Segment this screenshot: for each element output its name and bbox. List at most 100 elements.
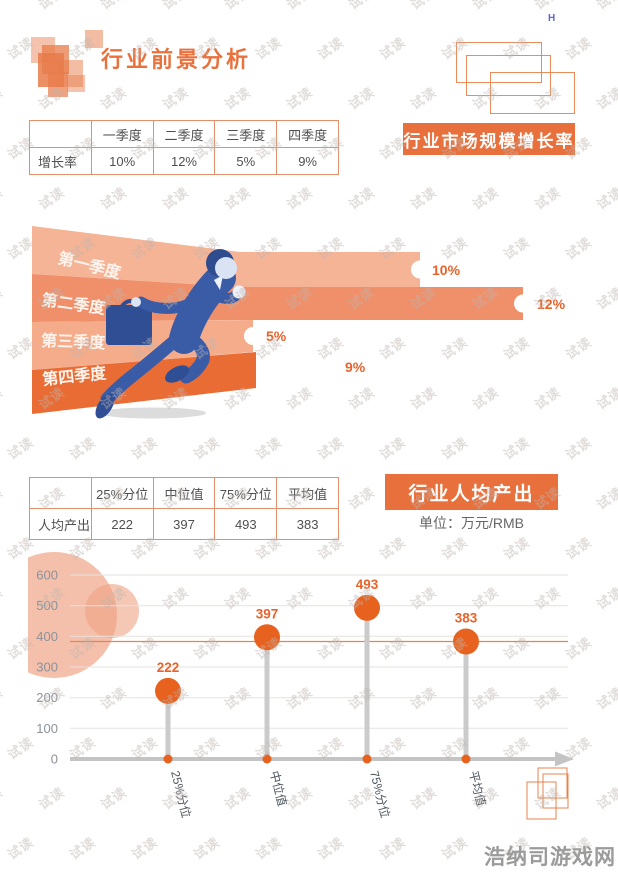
page-title: 行业前景分析 <box>101 47 252 72</box>
axis-dots <box>163 754 471 764</box>
x-axis-category-labels: 25%分位 中位值 75%分位 平均值 <box>168 769 489 819</box>
runner-fist <box>232 285 246 299</box>
watermark-text: 试读 <box>593 84 618 113</box>
deco-rectangle <box>456 42 542 83</box>
runner-front-shoe <box>165 365 189 383</box>
running-businessman-illustration <box>95 249 246 419</box>
funnel-label-q3: 第三季度 <box>41 331 107 352</box>
output-section-banner: 行业人均产出 <box>385 474 558 510</box>
bar-value-label-q1: 10% <box>432 262 461 278</box>
watermark-text: 试读 <box>252 34 285 63</box>
x-axis-arrow <box>555 751 574 767</box>
deco-circle-large <box>28 552 117 678</box>
data-label: 397 <box>256 606 279 621</box>
runner-shadow <box>98 407 206 419</box>
watermark-text: 试读 <box>562 34 595 63</box>
chart-decoration-circles <box>28 552 139 678</box>
watermark-text: 试读 <box>159 84 192 113</box>
y-tick: 300 <box>36 660 58 675</box>
deco-rectangle <box>466 55 551 96</box>
briefcase <box>106 305 152 345</box>
watermark-text: 试读 <box>221 84 254 113</box>
deco-square <box>48 72 68 97</box>
table-cell: 10% <box>90 147 154 175</box>
y-tick: 500 <box>36 598 58 613</box>
column-header: 平均值 <box>276 477 339 509</box>
runner-collar <box>214 275 223 290</box>
y-tick: 400 <box>36 629 58 644</box>
data-label: 222 <box>157 660 180 675</box>
watermark-text: 试读 <box>252 434 285 463</box>
bar-value-label-q3: 5% <box>266 328 287 344</box>
runner-rear-hand <box>131 297 141 307</box>
growth-rate-table: 一季度 二季度 三季度 四季度 增长率 10% 12% 5% 9% <box>29 120 339 175</box>
column-header: 中位值 <box>152 477 216 509</box>
runner-front-arm <box>209 289 242 304</box>
deco-square <box>67 75 85 92</box>
bar-value-label-q2: 12% <box>537 296 566 312</box>
corner-squares-decoration <box>526 767 569 820</box>
runner-rear-leg <box>100 331 185 406</box>
per-capita-output-lollipop-chart: 600 500 400 300 200 100 0 222 397 493 3 <box>28 552 574 820</box>
watermark-text: 试读 <box>438 434 471 463</box>
watermark-text: 试读 <box>407 84 440 113</box>
watermark-text: 试读 <box>376 434 409 463</box>
table-cell: 383 <box>276 508 339 540</box>
per-capita-output-table: 25%分位 中位值 75%分位 平均值 人均产出 222 397 493 383 <box>29 477 339 540</box>
watermark-text: 试读 <box>96 0 130 13</box>
table-data-row: 人均产出 222 397 493 383 <box>29 508 339 540</box>
gridlines <box>70 574 568 729</box>
watermark-text: 试读 <box>500 434 533 463</box>
watermark-text: 试读 <box>345 484 378 513</box>
watermark-text: 试读 <box>282 0 316 13</box>
growth-section-banner: 行业市场规模增长率 <box>403 123 575 155</box>
category-label: 25%分位 <box>168 769 194 819</box>
watermark-text: 试读 <box>4 434 37 463</box>
bar-value-label-q4: 9% <box>345 359 366 375</box>
watermark-text: 试读 <box>283 84 316 113</box>
y-tick: 600 <box>36 568 58 583</box>
y-axis-ticks: 600 500 400 300 200 100 0 <box>36 568 58 767</box>
watermark-text: 试读 <box>345 84 378 113</box>
watermark-text: 试读 <box>314 434 347 463</box>
banner-label: 行业市场规模增长率 <box>403 131 575 151</box>
banner-label: 行业人均产出 <box>408 483 535 505</box>
watermark-text: 试读 <box>376 34 409 63</box>
table-cell: 5% <box>214 147 278 175</box>
watermark-text: 试读 <box>0 0 6 13</box>
table-cell: 12% <box>152 147 216 175</box>
row-header: 人均产出 <box>29 508 92 540</box>
runner-rear-shoe <box>95 393 115 419</box>
bar-end-notch <box>411 260 429 279</box>
deco-square <box>85 30 103 48</box>
watermark-text: 试读 <box>530 0 564 13</box>
column-header: 75%分位 <box>214 477 278 509</box>
watermark-text: 试读 <box>66 434 99 463</box>
category-label: 75%分位 <box>367 769 393 819</box>
deco-square-outline <box>526 781 557 820</box>
watermark-text: 试读 <box>0 484 6 513</box>
watermark-text: 试读 <box>593 484 618 513</box>
deco-rectangle <box>490 72 575 114</box>
y-tick: 200 <box>36 690 58 705</box>
table-cell: 397 <box>152 508 216 540</box>
table-cell: 9% <box>276 147 339 175</box>
watermark-text: 试读 <box>344 0 378 13</box>
table-corner-cell <box>29 120 92 148</box>
watermark-text: 试读 <box>562 434 595 463</box>
row-header: 增长率 <box>29 147 92 175</box>
deco-square-outline <box>537 767 568 799</box>
category-label: 中位值 <box>267 769 290 808</box>
watermark-text: 试读 <box>190 434 223 463</box>
watermark-text: 试读 <box>220 0 254 13</box>
runner-face <box>215 257 237 279</box>
table-cell: 222 <box>90 508 154 540</box>
column-header: 三季度 <box>214 120 278 148</box>
watermark-text: 试读 <box>468 0 502 13</box>
table-cell: 493 <box>214 508 278 540</box>
column-header: 一季度 <box>90 120 154 148</box>
table-data-row: 增长率 10% 12% 5% 9% <box>29 147 339 175</box>
column-header: 二季度 <box>152 120 216 148</box>
lollipop-75th-percentile: 493 <box>354 577 380 759</box>
